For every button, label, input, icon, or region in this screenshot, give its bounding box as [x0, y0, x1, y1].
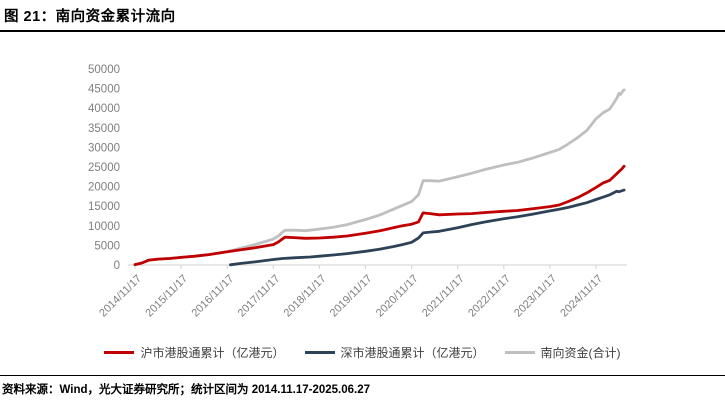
y-tick-label: 45000: [88, 84, 120, 96]
legend-item-sz-connect: 深市港股通累计（亿港元）: [304, 344, 485, 361]
x-tick-label: 2022/11/17: [466, 273, 513, 320]
legend-swatch-gray-line: [504, 351, 535, 354]
legend-swatch-red-line: [104, 351, 135, 354]
series-line: [133, 88, 626, 267]
series-line: [228, 188, 626, 267]
series-line: [133, 164, 626, 267]
source-note: 资料来源：Wind，光大证券研究所；统计区间为 2014.11.17-2025.…: [2, 384, 370, 396]
title-rule: [0, 30, 725, 32]
y-tick-label: 35000: [88, 123, 120, 135]
y-tick-label: 5000: [94, 240, 120, 252]
x-tick-label: 2019/11/17: [328, 273, 375, 320]
x-tick-label: 2015/11/17: [143, 273, 190, 320]
legend-swatch-navy-line: [304, 351, 335, 354]
page-title: 图 21：南向资金累计流向: [4, 9, 176, 25]
x-tick-label: 2018/11/17: [282, 273, 329, 320]
y-tick-label: 20000: [88, 182, 120, 194]
x-tick-label: 2017/11/17: [236, 273, 283, 320]
y-tick-label: 50000: [88, 64, 120, 76]
x-tick-label: 2023/11/17: [512, 273, 559, 320]
y-tick-label: 40000: [88, 103, 120, 115]
legend-label: 南向资金(合计): [540, 346, 621, 360]
legend-label: 深市港股通累计（亿港元）: [340, 346, 485, 360]
y-tick-label: 30000: [88, 142, 120, 154]
x-tick-label: 2014/11/17: [97, 273, 144, 320]
chart-legend: 沪市港股通累计（亿港元） 深市港股通累计（亿港元） 南向资金(合计): [0, 344, 725, 361]
footer-rule: [0, 375, 725, 376]
line-chart: 0 5000 10000 15000 20000 25000 30000 35000 40000…: [88, 64, 627, 320]
y-tick-label: 0: [114, 260, 120, 272]
y-tick-label: 15000: [88, 201, 120, 213]
x-tick-label: 2016/11/17: [189, 273, 236, 320]
y-tick-label: 10000: [88, 221, 120, 233]
y-tick-label: 25000: [88, 162, 120, 174]
legend-label: 沪市港股通累计（亿港元）: [140, 346, 285, 360]
legend-item-sh-connect: 沪市港股通累计（亿港元）: [104, 344, 285, 361]
x-tick-label: 2020/11/17: [374, 273, 421, 320]
x-tick-label: 2021/11/17: [420, 273, 467, 320]
legend-item-southbound-total: 南向资金(合计): [504, 344, 621, 361]
x-tick-label: 2024/11/17: [558, 273, 605, 320]
